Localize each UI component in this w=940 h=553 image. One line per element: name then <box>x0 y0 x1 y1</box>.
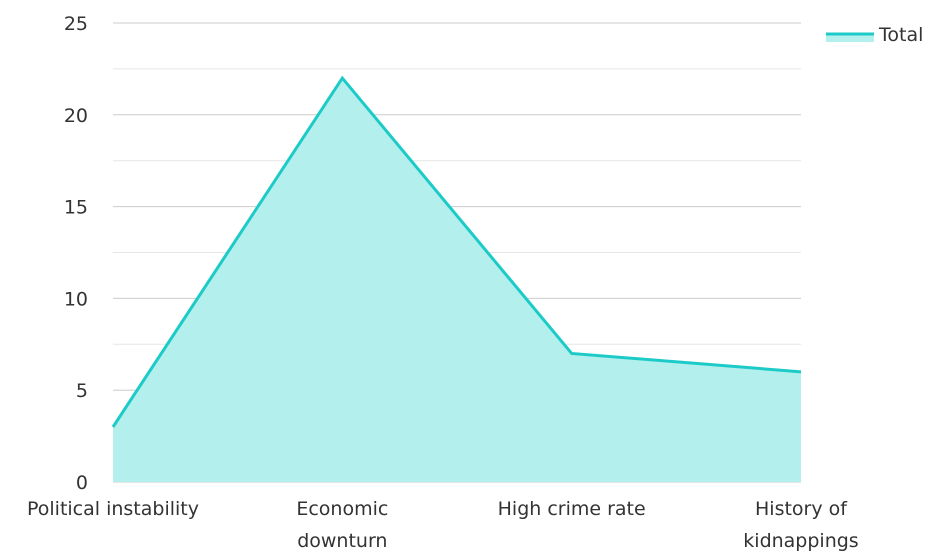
y-axis: 0 5 10 15 20 25 <box>64 13 88 494</box>
x-tick-label: High crime rate <box>498 498 646 520</box>
legend-label: Total <box>878 24 923 46</box>
y-tick-label: 15 <box>64 197 88 219</box>
x-axis: Political instability Economic downturn Hig… <box>27 498 859 552</box>
y-tick-label: 5 <box>76 380 88 402</box>
y-tick-label: 25 <box>64 13 88 35</box>
x-tick-label: Economic downturn <box>296 498 388 552</box>
legend[interactable]: Total <box>826 24 923 46</box>
y-tick-label: 10 <box>64 288 88 310</box>
area-layer <box>111 75 802 482</box>
x-tick-label: History of kidnappings <box>743 498 858 552</box>
y-tick-label: 0 <box>76 472 88 494</box>
y-tick-label: 20 <box>64 105 88 127</box>
series-line <box>111 75 802 428</box>
series-area-fill <box>113 78 801 482</box>
x-tick-label: Political instability <box>27 498 199 520</box>
legend-swatch-fill <box>826 34 874 42</box>
